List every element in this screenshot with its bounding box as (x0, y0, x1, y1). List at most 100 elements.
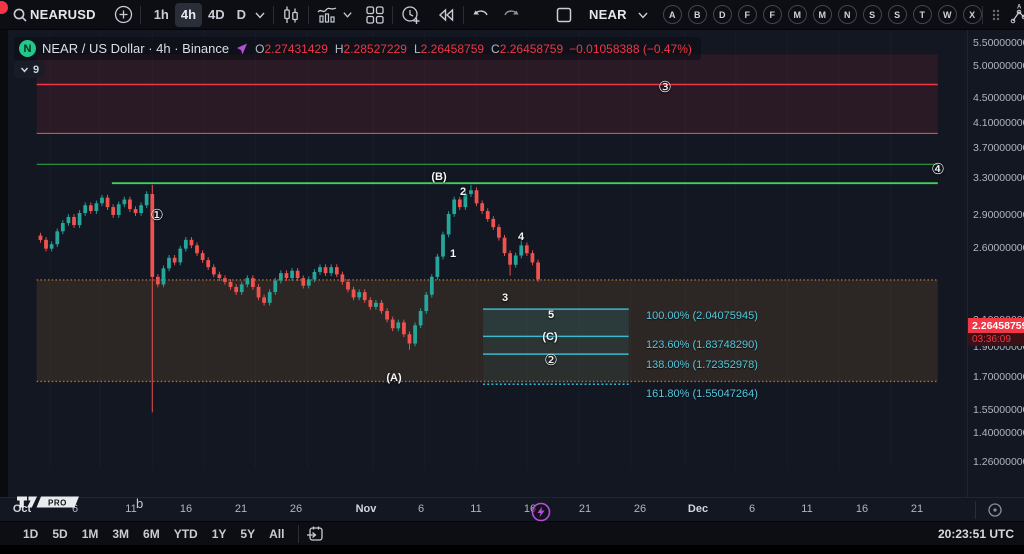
wave-label-1[interactable]: 1 (449, 248, 457, 260)
time-scale[interactable]: Oct 6 11 16 21 26 Nov 6 11 16 21 26 Dec 6 11 16 21 (0, 497, 1024, 521)
hotlist-chip-s-8[interactable]: S (862, 5, 882, 24)
price-tick: 1.55000000 (973, 404, 1024, 416)
symbol-search-button[interactable]: NEARUSD (30, 7, 96, 22)
wave-label-3[interactable]: 3 (501, 292, 509, 304)
search-icon[interactable] (12, 7, 28, 23)
range-button-6m[interactable]: 6M (143, 526, 160, 541)
hotlist-chip-a-0[interactable]: A (662, 5, 682, 24)
indicators-icon[interactable] (316, 5, 338, 25)
interval-button-D[interactable]: D (236, 7, 247, 22)
time-tick: Nov (355, 503, 377, 515)
wave-label-④[interactable]: ④ (931, 161, 945, 178)
hotlist-chip-t-10[interactable]: T (912, 5, 932, 24)
alert-icon[interactable] (400, 4, 422, 26)
collapsed-count: 9 (33, 63, 40, 76)
compare-add-icon[interactable] (114, 5, 133, 24)
chart-canvas[interactable]: ① (B) 2 1 4 3 5 (C) ② (A) ③ ④ 100.00% (2.04075945) 12… (0, 30, 967, 522)
range-group: 1D 5D 1M 3M 6M YTD 1Y 5Y All (16, 525, 291, 543)
hotlist-chip-s-9[interactable]: S (887, 5, 907, 24)
interval-button-1h[interactable]: 1h (153, 7, 169, 22)
hotlist-chip-x-12[interactable]: X (962, 5, 982, 24)
wave-label-a[interactable]: (A) (386, 372, 402, 384)
collapsed-indicators-chip[interactable]: 9 (14, 61, 46, 78)
range-button-1d[interactable]: 1D (23, 526, 39, 541)
interval-button-4D[interactable]: 4D (208, 7, 225, 22)
hotlist-chip-b-1[interactable]: B (687, 5, 707, 24)
ohlc-values: O2.27431429 H2.28527229 L2.26458759 C2.2645… (255, 42, 563, 56)
hotlist-chip-m-5[interactable]: M (787, 5, 807, 24)
watchlist-symbol-button[interactable]: NEAR (589, 7, 627, 22)
ohlc-item: L2.26458759 (413, 41, 485, 56)
layout-grid-icon[interactable] (365, 5, 385, 25)
top-toolbar: NEARUSD 1h 4h 4D D (0, 0, 1024, 30)
time-tick: 6 (71, 503, 79, 515)
notification-dot (0, 1, 8, 14)
price-scale[interactable]: 2.26458759 03:36:09 5.50000000 5.00000000… (967, 30, 1024, 497)
hotlist-chip-f-3[interactable]: F (737, 5, 757, 24)
range-button-1y[interactable]: 1Y (211, 526, 227, 541)
price-tick: 5.00000000 (973, 60, 1024, 72)
near-logo: N (19, 40, 36, 57)
interval-chevron-down-icon[interactable] (254, 9, 266, 21)
go-to-date-icon[interactable] (306, 525, 325, 543)
range-button-1m[interactable]: 1M (81, 526, 99, 541)
range-button-all[interactable]: All (269, 526, 285, 541)
wave-letter-b[interactable]: b (136, 496, 144, 511)
wave-label-②[interactable]: ② (544, 352, 558, 369)
hotlist-chip-n-7[interactable]: N (837, 5, 857, 24)
scale-settings-icon[interactable] (986, 501, 1004, 519)
symbol-title[interactable]: NEAR / US Dollar · 4h · Binance (42, 41, 230, 56)
replay-icon[interactable] (436, 6, 456, 24)
hotlist-chip-w-11[interactable]: W (937, 5, 957, 24)
fib-level-label[interactable]: 138.00% (1.72352978) (646, 359, 758, 371)
bottom-toolbar: 1D 5D 1M 3M 6M YTD 1Y 5Y All 20:23:51 UTC (0, 521, 1024, 545)
fib-level-label[interactable]: 123.60% (1.83748290) (646, 339, 758, 351)
price-tick: 4.10000000 (973, 117, 1024, 129)
chevron-down-icon (20, 67, 29, 73)
watchlist-chevron-down-icon[interactable] (637, 9, 649, 21)
wave-label-b[interactable]: (B) (431, 171, 447, 183)
hotlist-chip-m-6[interactable]: M (812, 5, 832, 24)
ohlc-item: O2.27431429 (255, 41, 328, 56)
change-value: −0.01058388 (−0.47%) (569, 41, 692, 56)
wave-label-③[interactable]: ③ (658, 79, 672, 96)
time-tick: 6 (748, 503, 756, 515)
candlestick-plot (36, 30, 938, 469)
boost-flag-icon[interactable] (235, 42, 249, 56)
toolbar-separator (981, 5, 983, 24)
fib-level-label[interactable]: 100.00% (2.04075945) (646, 310, 758, 322)
indicators-chevron-down-icon[interactable] (342, 9, 353, 20)
drawing-toolbar-edge[interactable] (0, 30, 8, 521)
time-tick: 11 (470, 503, 482, 515)
undo-icon[interactable] (471, 7, 491, 23)
elliott-pattern-icon[interactable]: AC (1010, 4, 1024, 26)
svg-text:A: A (1017, 4, 1022, 10)
rectangle-tool-icon[interactable] (555, 6, 573, 24)
wave-label-2[interactable]: 2 (459, 186, 467, 198)
hotlist-chip-f-4[interactable]: F (762, 5, 782, 24)
drag-handle-icon[interactable] (990, 7, 1002, 23)
legend[interactable]: N NEAR / US Dollar · 4h · Binance O2.274… (14, 37, 701, 60)
wave-label-①[interactable]: ① (150, 207, 164, 224)
footer-strip (0, 545, 1024, 554)
candle-style-icon[interactable] (281, 5, 301, 25)
wave-label-c[interactable]: (C) (542, 331, 558, 343)
range-button-5y[interactable]: 5Y (240, 526, 256, 541)
wave-label-4[interactable]: 4 (517, 231, 525, 243)
toolbar-separator (463, 5, 465, 24)
quick-action-lightning-icon[interactable] (531, 502, 551, 527)
ohlc-item: H2.28527229 (334, 41, 407, 56)
fib-level-label[interactable]: 161.80% (1.55047264) (646, 388, 758, 400)
range-button-5d[interactable]: 5D (52, 526, 68, 541)
range-button-3m[interactable]: 3M (112, 526, 130, 541)
price-tick: 2.60000000 (973, 242, 1024, 254)
redo-icon[interactable] (501, 7, 521, 23)
wave-label-5[interactable]: 5 (547, 309, 555, 321)
tradingview-pro-logo[interactable]: PRO (17, 494, 81, 510)
interval-button-4h[interactable]: 4h (174, 2, 203, 27)
range-button-ytd[interactable]: YTD (173, 526, 198, 541)
session-clock[interactable]: 20:23:51 UTC (937, 526, 1014, 541)
hotlist-chip-d-2[interactable]: D (712, 5, 732, 24)
